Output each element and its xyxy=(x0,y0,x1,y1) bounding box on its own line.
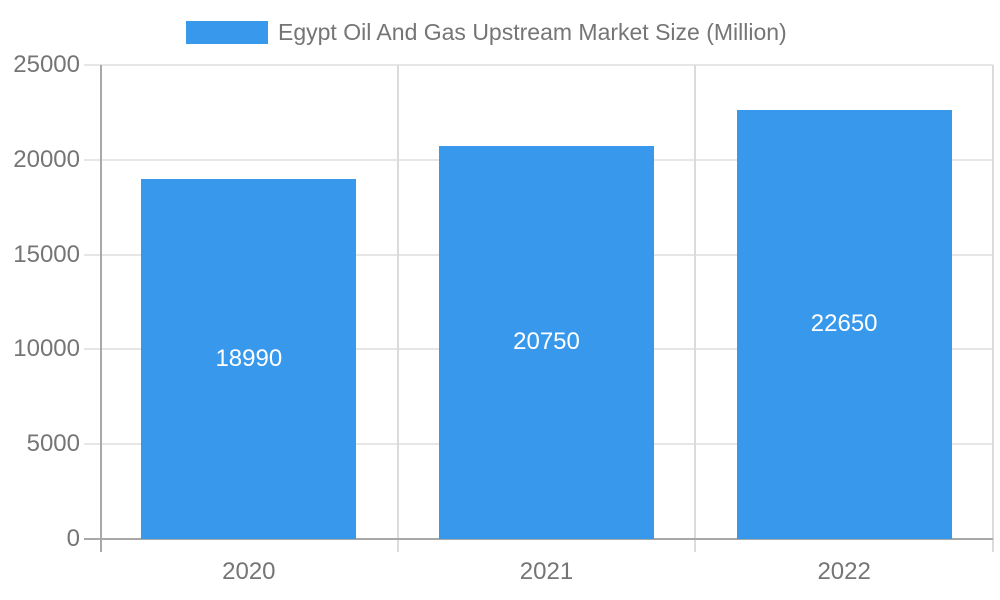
ytick-label-10000: 10000 xyxy=(13,335,80,363)
bar-value-label-2022: 22650 xyxy=(810,310,878,338)
chart-legend[interactable]: Egypt Oil And Gas Upstream Market Size (… xyxy=(186,18,787,45)
xtick-label-2022: 2022 xyxy=(817,558,871,585)
ytick-label-15000: 15000 xyxy=(13,240,80,268)
xtick-label-2021: 2021 xyxy=(519,558,574,585)
xtick-label-2020: 2020 xyxy=(222,558,276,585)
vertical-gridline-1 xyxy=(396,65,399,552)
bar-value-label-2021: 20750 xyxy=(513,328,580,356)
bar-2022[interactable] xyxy=(736,109,952,539)
vertical-gridline-3 xyxy=(992,65,994,552)
y-axis-line xyxy=(100,65,102,552)
bar-2021[interactable] xyxy=(439,145,654,539)
bar-2020[interactable] xyxy=(141,178,357,539)
x-axis-baseline xyxy=(84,538,993,540)
ytick-label-25000: 25000 xyxy=(13,51,80,78)
legend-swatch xyxy=(186,20,268,44)
bar-value-label-2020: 18990 xyxy=(215,344,283,372)
gridline-25000 xyxy=(84,64,993,66)
vertical-gridline-2 xyxy=(694,65,697,552)
plot-area: 18990 20750 22650 xyxy=(84,64,994,552)
legend-title: Egypt Oil And Gas Upstream Market Size (… xyxy=(278,18,787,45)
ytick-label-5000: 5000 xyxy=(26,430,80,458)
ytick-label-0: 0 xyxy=(66,525,80,552)
ytick-label-20000: 20000 xyxy=(13,145,80,173)
